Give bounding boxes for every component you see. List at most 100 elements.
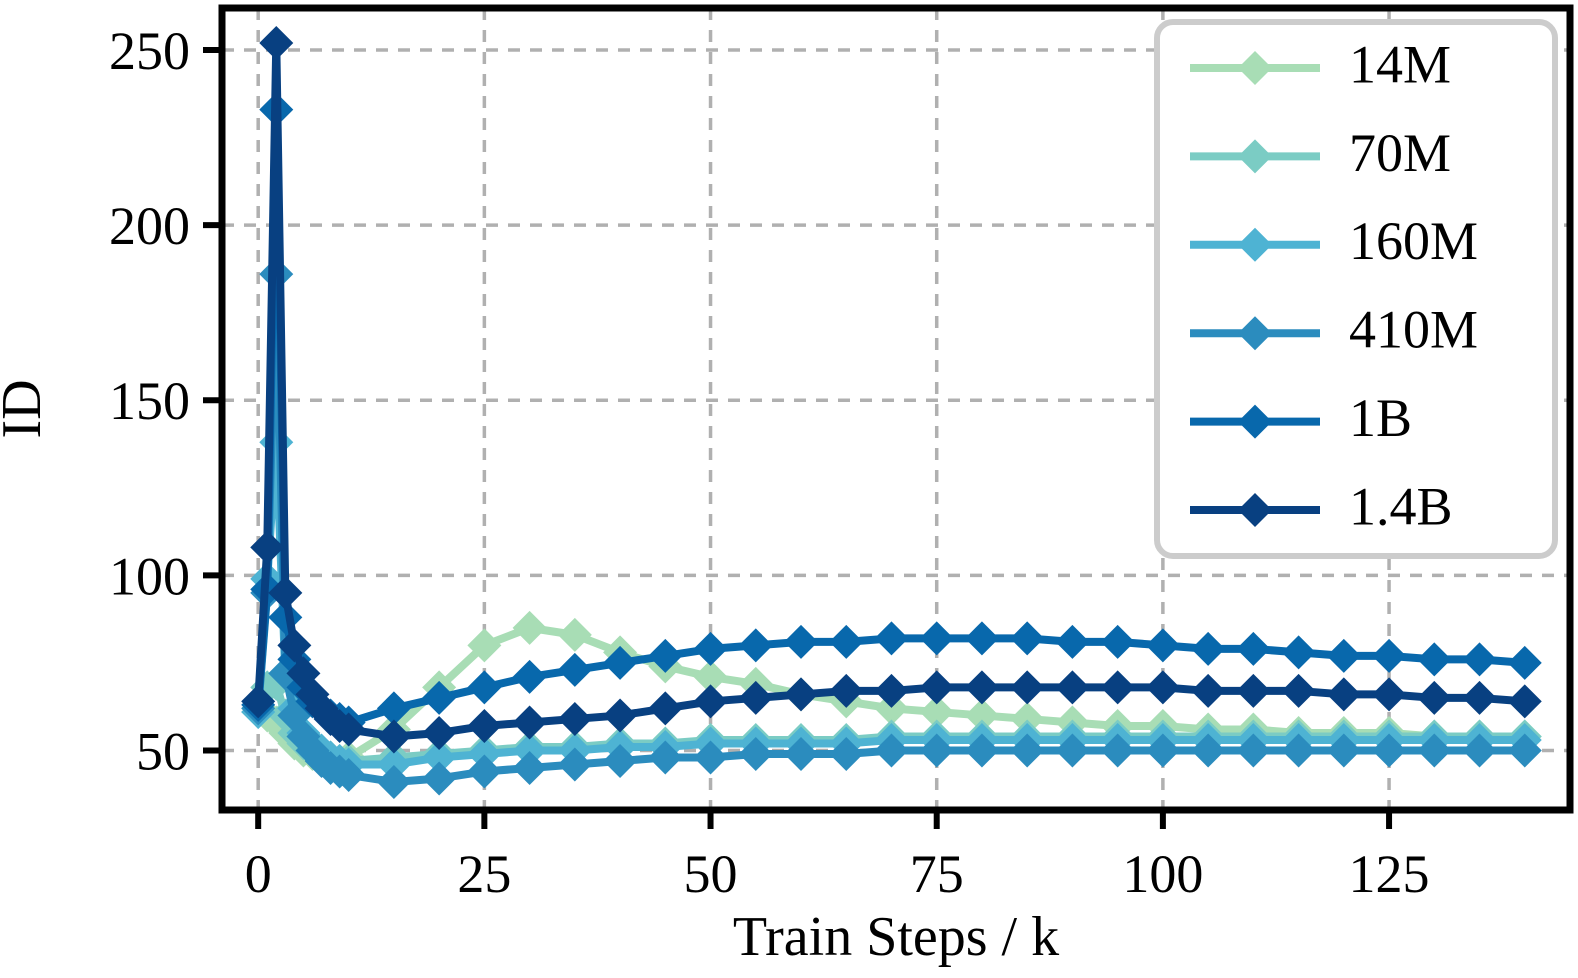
legend-marker-icon [1238,404,1272,439]
data-point-marker [874,673,909,708]
data-point-marker [331,757,366,792]
y-tick-label: 150 [109,371,190,431]
data-point-marker [829,736,864,771]
x-tick-label: 25 [457,844,511,904]
data-point-marker [1145,670,1180,705]
data-point-marker [1281,635,1316,670]
data-point-marker [1191,673,1226,708]
data-point-marker [693,631,728,666]
y-axis-title: ID [0,379,53,438]
data-point-marker [1236,631,1271,666]
data-point-marker [1010,701,1045,736]
legend-label: 160M [1349,211,1478,271]
data-point-marker [1462,733,1497,768]
legend-marker-icon [1238,493,1272,527]
data-point-marker [1462,680,1497,715]
tick-marks [203,47,1393,829]
data-point-marker [1281,733,1316,768]
data-point-marker [693,684,728,719]
data-point-marker [512,705,547,740]
axes-frame [218,4,1574,814]
data-point-marker [919,621,954,656]
legend-marker-icon [1238,316,1272,351]
data-point-marker [603,743,638,778]
legend-label: 1B [1349,388,1412,448]
y-tick-label: 50 [136,721,190,781]
x-tick-label: 100 [1122,844,1203,904]
data-point-marker [1145,733,1180,768]
series-1-4b [241,26,1542,754]
data-point-marker [422,761,457,796]
data-point-marker [693,740,728,775]
data-point-marker [1507,645,1542,680]
data-point-marker [1507,733,1542,768]
data-point-marker [259,26,294,61]
data-point-marker [557,701,592,736]
data-point-marker [1191,733,1226,768]
legend-entry-70m[interactable]: 70M [1190,123,1451,183]
legend-entry-1-4b[interactable]: 1.4B [1190,476,1453,536]
data-point-marker [512,659,547,694]
data-point-marker [919,733,954,768]
data-point-marker [693,659,728,694]
data-point-marker [1010,733,1045,768]
data-point-marker [376,719,411,754]
data-point-marker [1462,642,1497,677]
data-point-marker [1236,733,1271,768]
data-point-marker [738,680,773,715]
data-point-marker [376,764,411,799]
data-point-marker [1507,684,1542,719]
data-point-marker [964,698,999,733]
data-point-marker [331,712,366,747]
data-point-marker [648,691,683,726]
data-point-marker [738,736,773,771]
data-point-marker [1417,642,1452,677]
data-point-marker [557,652,592,687]
data-point-marker [1372,733,1407,768]
data-point-marker [603,698,638,733]
data-point-marker [268,575,303,610]
data-point-marker [784,736,819,771]
data-point-marker [1326,638,1361,673]
legend-entry-160m[interactable]: 160M [1190,211,1478,271]
data-point-marker [512,610,547,645]
x-tick-label: 0 [245,844,272,904]
y-tick-label: 250 [109,21,190,81]
data-point-marker [1417,733,1452,768]
data-point-marker [1010,670,1045,705]
data-series-layer [241,26,1542,799]
data-point-marker [557,747,592,782]
data-point-marker [376,691,411,726]
legend-marker-icon [1238,51,1272,85]
data-point-marker [1100,733,1135,768]
data-point-marker [1417,680,1452,715]
data-point-marker [1145,628,1180,663]
x-tick-label: 125 [1349,844,1430,904]
data-point-marker [874,733,909,768]
data-point-marker [467,628,502,663]
data-point-marker [1191,631,1226,666]
data-point-marker [1100,624,1135,659]
axis-titles: Train Steps / k ID [0,379,1059,968]
y-tick-label: 100 [109,546,190,606]
data-point-marker [874,621,909,656]
legend-label: 1.4B [1349,476,1453,536]
data-point-marker [603,645,638,680]
x-axis-title: Train Steps / k [733,906,1059,968]
data-point-marker [784,624,819,659]
legend-entry-410m[interactable]: 410M [1190,300,1478,360]
data-point-marker [1372,638,1407,673]
data-point-marker [1281,673,1316,708]
data-point-marker [1100,670,1135,705]
data-point-marker [919,670,954,705]
x-tick-label: 50 [684,844,738,904]
legend-entry-14m[interactable]: 14M [1190,34,1451,94]
data-point-marker [422,715,457,750]
data-point-marker [648,740,683,775]
data-point-marker [1055,670,1090,705]
data-point-marker [964,621,999,656]
legend-entry-1b[interactable]: 1B [1190,388,1412,448]
data-point-marker [1236,673,1271,708]
